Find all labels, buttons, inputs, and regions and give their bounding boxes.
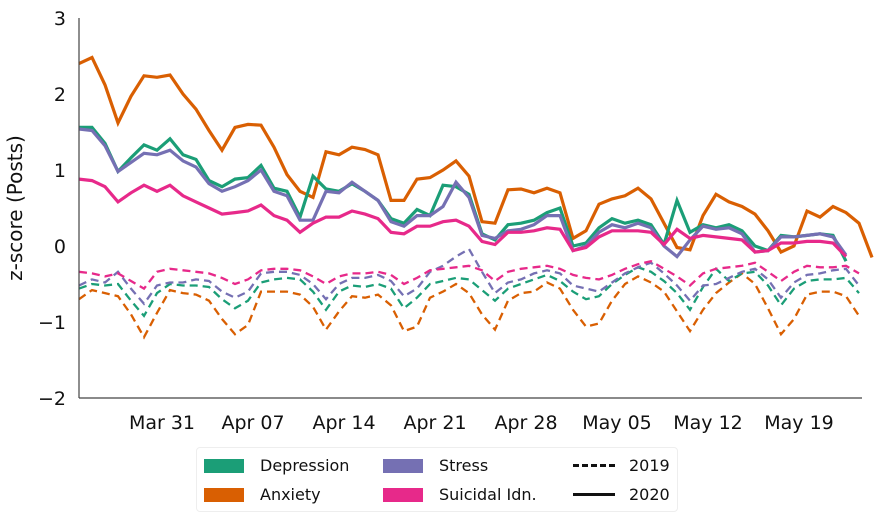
series-line-anxiety-2019 xyxy=(78,271,860,340)
series-layer xyxy=(78,55,874,340)
legend-item-anxiety: Anxiety xyxy=(204,485,321,504)
series-line-depression-2019 xyxy=(78,266,860,318)
legend-item-stress: Stress xyxy=(383,456,488,475)
legend-item-2020: 2020 xyxy=(573,485,670,504)
y-tick-label: 1 xyxy=(54,160,66,182)
legend-dashed-line-icon xyxy=(573,464,615,467)
series-line-stress-2019 xyxy=(78,247,860,306)
legend-item-2019: 2019 xyxy=(573,456,670,475)
x-tick-label: Apr 14 xyxy=(312,412,375,434)
x-tick-label: Apr 21 xyxy=(403,412,466,434)
y-axis-title: z-score (Posts) xyxy=(3,135,27,281)
legend-label-2020: 2020 xyxy=(629,485,670,504)
x-tick-label: Apr 28 xyxy=(494,412,557,434)
legend-swatch-anxiety xyxy=(204,487,244,502)
legend-label-depression: Depression xyxy=(260,456,350,475)
legend-label-suicidal: Suicidal Idn. xyxy=(439,485,537,504)
series-line-suicidal-idn-2020 xyxy=(78,177,848,258)
legend-label-2019: 2019 xyxy=(629,456,670,475)
x-tick-label: Mar 31 xyxy=(129,412,195,434)
x-tick-label: May 12 xyxy=(673,412,743,434)
series-line-depression-2020 xyxy=(79,125,848,262)
series-line-suicidal-idn-2019 xyxy=(78,259,860,291)
legend-swatch-depression xyxy=(204,458,244,473)
legend-label-anxiety: Anxiety xyxy=(260,485,321,504)
legend-item-suicidal: Suicidal Idn. xyxy=(383,485,537,504)
x-tick-label: Apr 07 xyxy=(221,412,284,434)
x-ticks: Mar 31 Apr 07 Apr 14 Apr 21 Apr 28 May 05 May … xyxy=(129,412,834,434)
series-line-stress-2020 xyxy=(78,127,848,259)
x-tick-label: May 05 xyxy=(582,412,652,434)
y-ticks: 3 2 1 0 −1 −2 xyxy=(38,8,66,410)
legend-label-stress: Stress xyxy=(439,456,489,475)
y-tick-label: 0 xyxy=(54,236,66,258)
y-tick-label: 3 xyxy=(54,8,66,30)
y-tick-label: −1 xyxy=(38,312,66,334)
legend-item-depression: Depression xyxy=(204,456,349,475)
legend-solid-line-icon xyxy=(573,493,615,496)
x-tick-label: May 19 xyxy=(764,412,834,434)
y-tick-label: −2 xyxy=(38,388,66,410)
series-line-anxiety-2020 xyxy=(78,55,874,258)
legend-swatch-stress xyxy=(383,458,423,473)
y-tick-label: 2 xyxy=(54,84,66,106)
legend: Depression Anxiety Stress Suicidal Idn. … xyxy=(196,447,678,512)
legend-swatch-suicidal xyxy=(383,487,423,502)
